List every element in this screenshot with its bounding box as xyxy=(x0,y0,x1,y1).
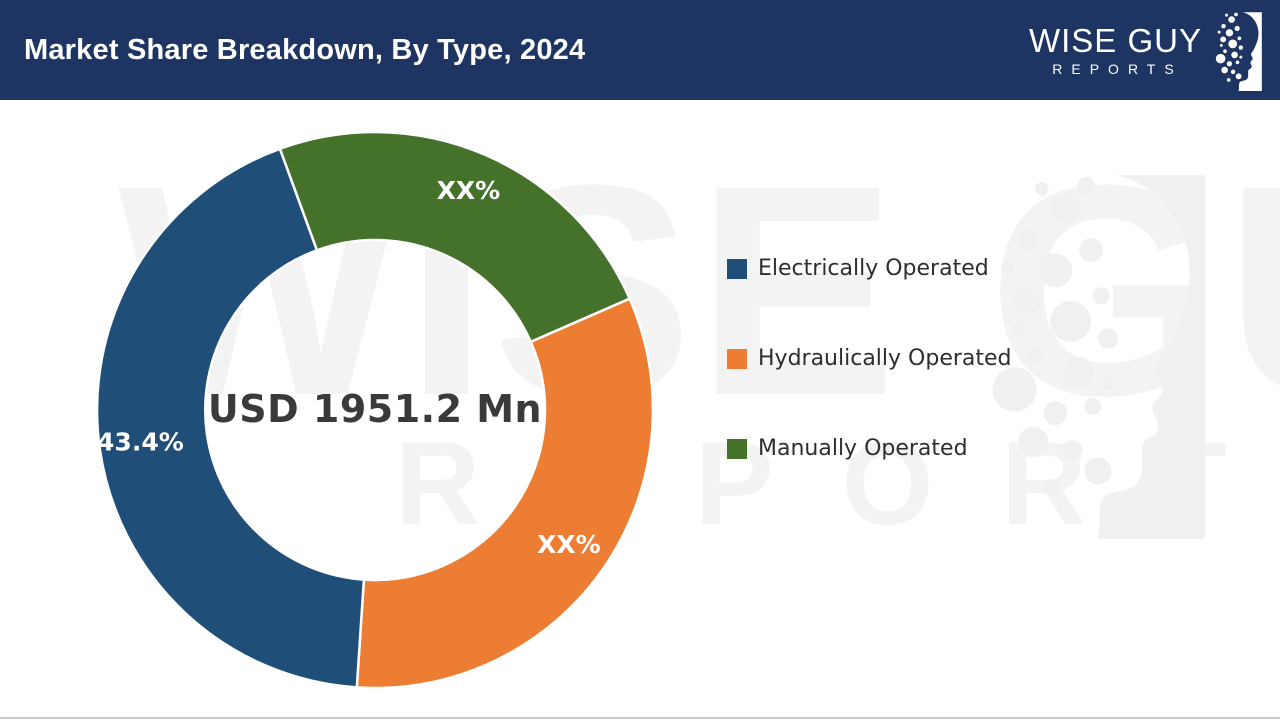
legend-label: Manually Operated xyxy=(758,436,968,461)
legend-item: Hydraulically Operated xyxy=(727,348,1012,370)
logo-wordmark: WISE GUY xyxy=(1028,21,1202,59)
logo-text: WISE GUY REPORTS xyxy=(1029,24,1202,77)
page-title: Market Share Breakdown, By Type, 2024 xyxy=(24,33,586,66)
logo-subtitle: REPORTS xyxy=(1052,60,1183,77)
legend-item: Electrically Operated xyxy=(727,258,1012,280)
donut-center-value: USD 1951.2 Mn xyxy=(207,387,543,431)
legend-label: Electrically Operated xyxy=(758,256,989,281)
header-bar: Market Share Breakdown, By Type, 2024 WI… xyxy=(0,0,1280,100)
slice-manually-operated xyxy=(278,130,631,344)
legend-label: Hydraulically Operated xyxy=(758,346,1012,371)
legend: Electrically Operated Hydraulically Oper… xyxy=(727,258,1012,460)
legend-swatch xyxy=(727,259,747,279)
wiseguy-logo: WISE GUY REPORTS xyxy=(1029,10,1280,91)
slice-electrically-operated xyxy=(95,147,366,689)
slice-pct-label-hydraulically-operated: XX% xyxy=(537,530,601,559)
slice-pct-label-manually-operated: XX% xyxy=(437,176,501,205)
legend-swatch xyxy=(727,439,747,459)
bottom-border xyxy=(0,717,1280,719)
legend-swatch xyxy=(727,349,747,369)
wiseguy-face-icon xyxy=(1215,11,1262,91)
donut-chart: XX% XX% 43.4% xyxy=(95,130,655,690)
slice-hydraulically-operated xyxy=(355,297,655,690)
legend-item: Manually Operated xyxy=(727,438,1012,460)
slice-pct-label-electrically-operated: 43.4% xyxy=(97,428,184,457)
